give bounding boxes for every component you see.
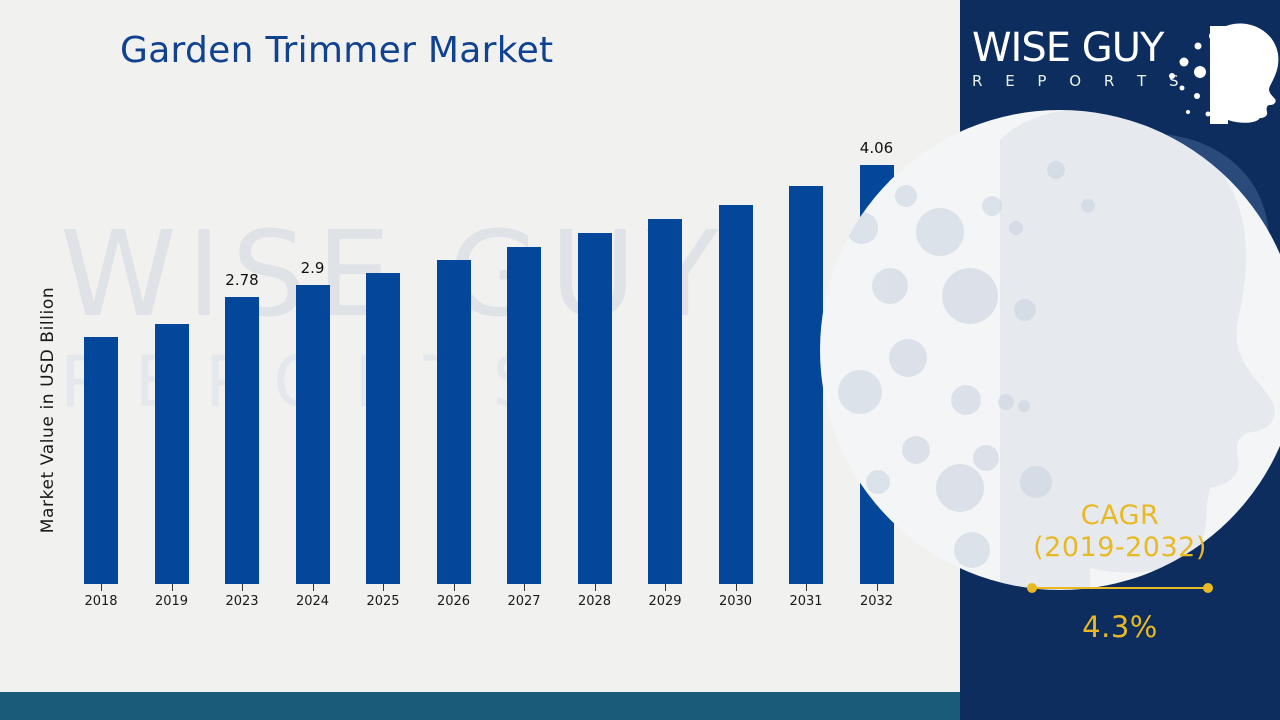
bar-2025 — [366, 272, 400, 584]
x-tick-label-2025: 2025 — [366, 594, 400, 609]
divider-dot-right — [1203, 582, 1213, 593]
cagr-label: CAGR — [1080, 500, 1160, 531]
cagr-value: 4.3% — [1082, 609, 1158, 644]
divider-dot-left — [1027, 582, 1037, 593]
x-tick-label-2019: 2019 — [154, 594, 189, 609]
logo-wordmark: WISE GUY — [972, 25, 1164, 71]
x-tick-label-2032: 2032 — [859, 594, 894, 609]
x-tick-2023 — [242, 584, 243, 591]
x-tick-2028 — [594, 584, 596, 591]
x-tick-label-2028: 2028 — [577, 594, 612, 609]
cagr-period: (2019-2032) — [1033, 531, 1207, 563]
x-tick-label-2026: 2026 — [436, 594, 471, 609]
bottom-accent-strip — [0, 692, 960, 720]
bar-value-label-2024: 2.9 — [300, 258, 325, 277]
logo-subtitle: R E P O R T S — [972, 72, 1188, 90]
logo-head-icon — [1210, 23, 1279, 124]
bar-2031 — [789, 185, 823, 584]
decorative-circle-content — [820, 110, 1280, 590]
bar-2026 — [436, 260, 471, 584]
x-tick-2025 — [383, 584, 384, 591]
bar-2028 — [577, 233, 612, 584]
x-tick-2018 — [101, 584, 102, 591]
x-tick-label-2023: 2023 — [225, 594, 259, 609]
bar-2018 — [84, 336, 118, 584]
x-tick-2031 — [806, 584, 807, 591]
molecule-dots-icon — [838, 161, 1095, 568]
x-tick-label-2029: 2029 — [648, 594, 682, 609]
x-tick-label-2024: 2024 — [295, 594, 330, 609]
divider-line — [1033, 586, 1207, 589]
bar-value-label-2032: 4.06 — [859, 139, 894, 158]
x-tick-2029 — [665, 584, 666, 591]
y-axis-label: Market Value in USD Billion — [38, 286, 58, 534]
bar-series — [78, 120, 908, 584]
bar-value-label-2023: 2.78 — [225, 271, 259, 290]
x-tick-2026 — [453, 584, 455, 591]
x-tick-2019 — [171, 584, 173, 591]
x-tick-label-2031: 2031 — [789, 594, 823, 609]
bar-2027 — [507, 246, 541, 584]
bar-2023 — [225, 297, 259, 584]
bar-2029 — [648, 218, 682, 584]
cagr-block: CAGR (2019-2032) 4.3% — [960, 500, 1280, 644]
cagr-divider — [1027, 582, 1213, 594]
bar-2024 — [295, 284, 330, 584]
bar-2019 — [154, 324, 189, 584]
x-tick-label-2018: 2018 — [84, 594, 118, 609]
x-tick-2024 — [312, 584, 314, 591]
page-title: Garden Trimmer Market — [120, 30, 554, 71]
bar-2030 — [718, 204, 753, 584]
x-tick-2027 — [524, 584, 525, 591]
x-tick-label-2027: 2027 — [507, 594, 541, 609]
x-tick-label-2030: 2030 — [718, 594, 753, 609]
circle-head-silhouette-icon — [1000, 110, 1275, 590]
x-tick-2030 — [735, 584, 737, 591]
brand-logo: WISE GUY R E P O R T S — [972, 23, 1279, 124]
x-tick-2032 — [876, 584, 878, 591]
